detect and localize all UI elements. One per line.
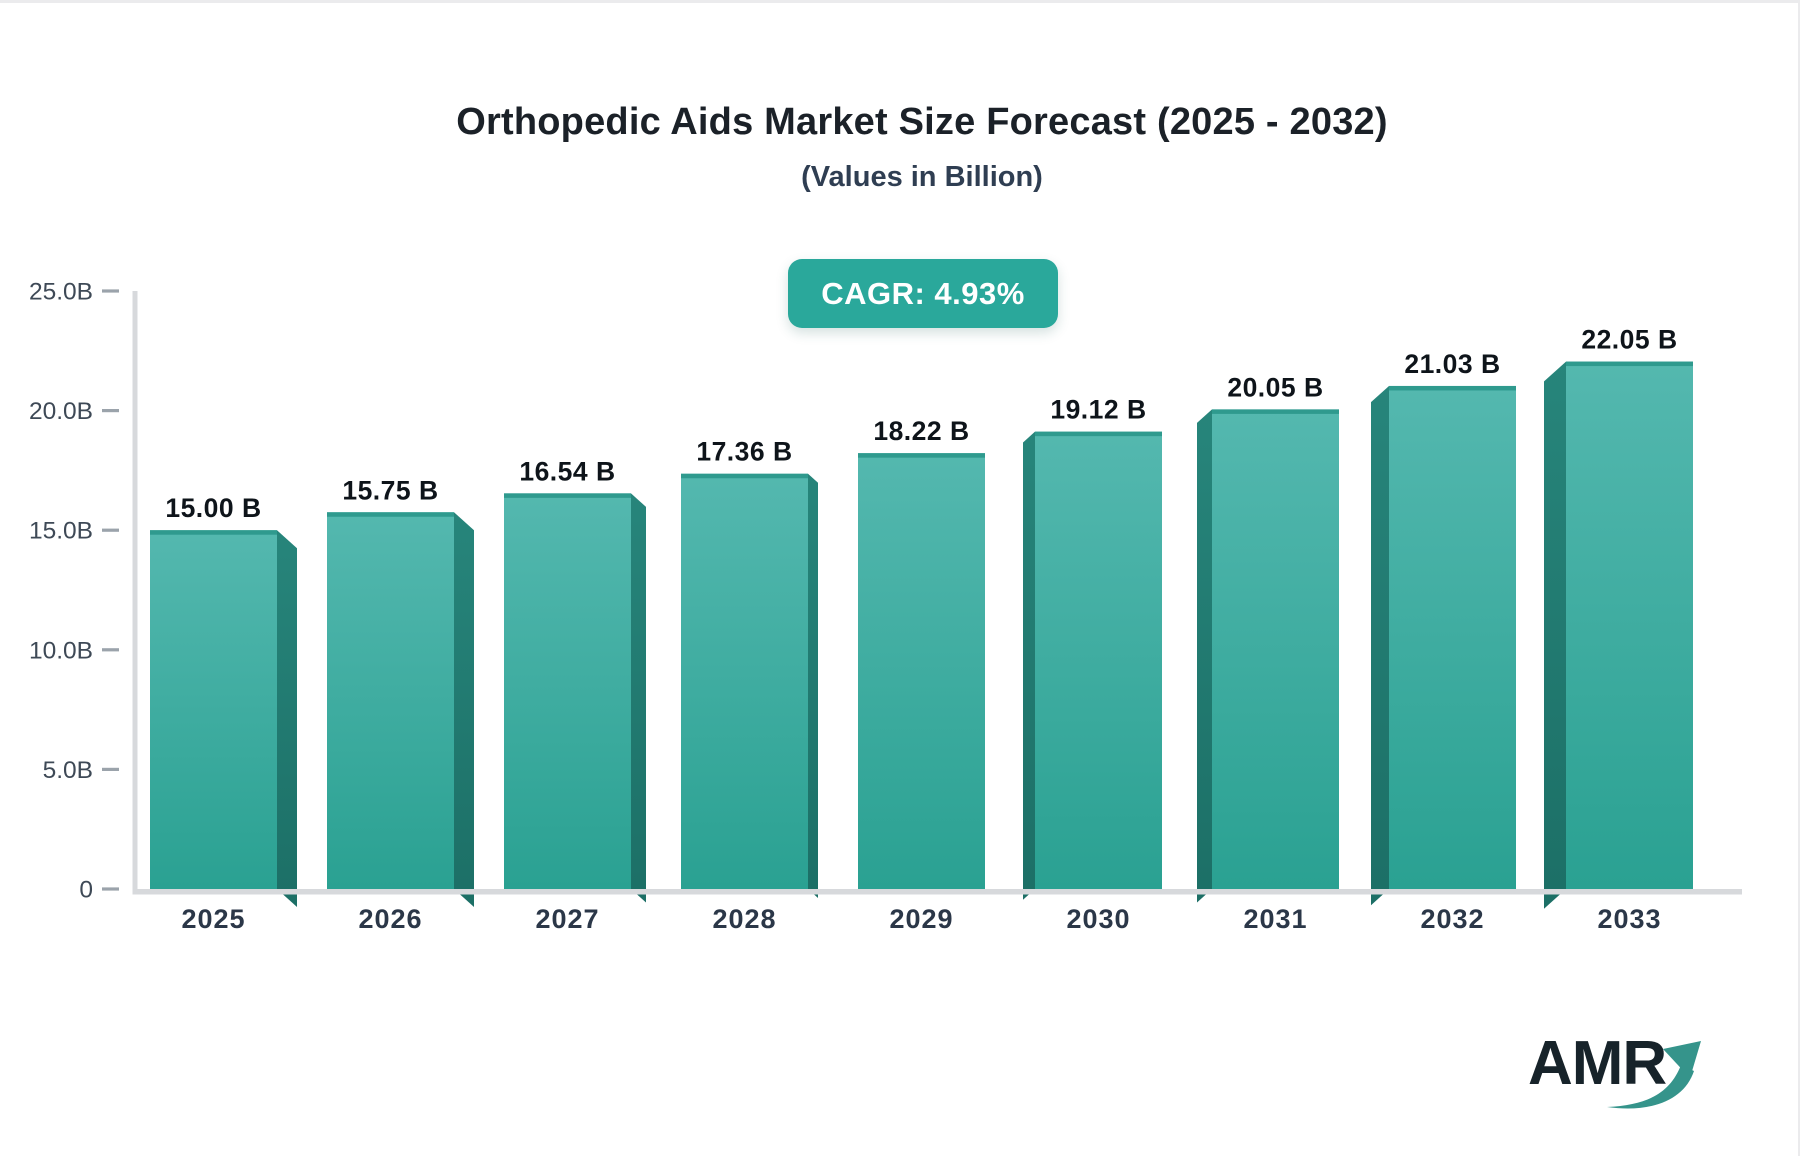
- bar-face-2026: [327, 512, 454, 889]
- y-tick-dash: [102, 648, 119, 652]
- bar-face-2025: [150, 530, 277, 889]
- bar-side-2028: [808, 473, 818, 898]
- y-tick-label: 15.0B: [29, 518, 93, 545]
- x-axis-label: 2030: [1066, 904, 1130, 934]
- bar-top-edge-2033: [1566, 361, 1693, 367]
- bar-face-2030: [1035, 431, 1162, 889]
- bar-face-2029: [858, 453, 985, 889]
- bar-value-label: 15.75 B: [342, 475, 438, 505]
- bar-top-edge-2032: [1389, 385, 1516, 391]
- bar-value-label: 18.22 B: [873, 416, 969, 446]
- amr-logo: AMR: [1525, 1021, 1725, 1131]
- bar-face-2027: [504, 493, 631, 889]
- x-axis-label: 2033: [1597, 904, 1661, 934]
- y-tick-label: 20.0B: [29, 398, 93, 425]
- bar-top-edge-2025: [150, 530, 277, 535]
- bar-chart: 0 5.0B 10.0B 15.0B 20.0B 25.0B 15.00 B 15.75 B 1…: [29, 279, 1742, 934]
- bar-value-label: 15.00 B: [165, 493, 261, 523]
- bar-side-2033: [1544, 361, 1566, 909]
- x-axis-label: 2029: [889, 904, 953, 934]
- bar-top-edge-2026: [327, 512, 454, 517]
- chart-title: Orthopedic Aids Market Size Forecast (20…: [456, 101, 1388, 143]
- bar-side-2027: [631, 493, 646, 903]
- growth-arrow-icon: [1607, 1041, 1701, 1109]
- y-tick-label: 10.0B: [29, 637, 93, 664]
- bar-top-edge-2031: [1212, 409, 1339, 414]
- y-tick-dash: [102, 887, 119, 891]
- y-tick-dash: [102, 528, 119, 532]
- bar-side-2025: [277, 530, 297, 907]
- x-axis-label: 2028: [712, 904, 776, 934]
- bar-face-2028: [681, 473, 808, 889]
- x-axis-line: [132, 889, 1742, 895]
- x-axis-label: 2027: [535, 904, 599, 934]
- y-axis-line: [132, 291, 138, 894]
- cagr-badge-label: CAGR: 4.93%: [821, 275, 1025, 311]
- bar-top-edge-2030: [1035, 431, 1162, 437]
- bar-top-edge-2027: [504, 493, 631, 498]
- y-tick-dash: [102, 767, 119, 771]
- x-axis-label: 2025: [181, 904, 245, 934]
- bar-value-label: 16.54 B: [519, 456, 615, 486]
- bar-top-edge-2029: [858, 453, 985, 458]
- bar-value-label: 17.36 B: [696, 437, 792, 467]
- y-tick-dash: [102, 289, 119, 293]
- y-tick-label: 25.0B: [29, 279, 93, 306]
- y-tick-label: 5.0B: [43, 757, 93, 784]
- x-axis-label: 2032: [1420, 904, 1484, 934]
- y-tick-dash: [102, 409, 119, 413]
- chart-subtitle: (Values in Billion): [801, 161, 1043, 193]
- bar-value-label: 21.03 B: [1404, 349, 1500, 379]
- bar-value-label: 20.05 B: [1227, 372, 1323, 402]
- x-axis-label: 2026: [358, 904, 422, 934]
- bar-side-2032: [1371, 385, 1389, 906]
- bar-side-2030: [1023, 431, 1035, 900]
- cagr-badge: CAGR: 4.93%: [788, 259, 1058, 328]
- x-axis-label: 2031: [1243, 904, 1307, 934]
- bar-face-2031: [1212, 409, 1339, 889]
- bar-value-label: 19.12 B: [1050, 395, 1146, 425]
- bar-top-edge-2028: [681, 473, 808, 479]
- bar-face-2032: [1389, 385, 1516, 889]
- bar-face-2033: [1566, 361, 1693, 890]
- bar-side-2026: [454, 512, 474, 907]
- bar-side-2031: [1197, 409, 1212, 903]
- bar-value-label: 22.05 B: [1581, 325, 1677, 355]
- amr-logo-text: AMR: [1528, 1029, 1667, 1098]
- y-tick-label: 0: [79, 877, 93, 904]
